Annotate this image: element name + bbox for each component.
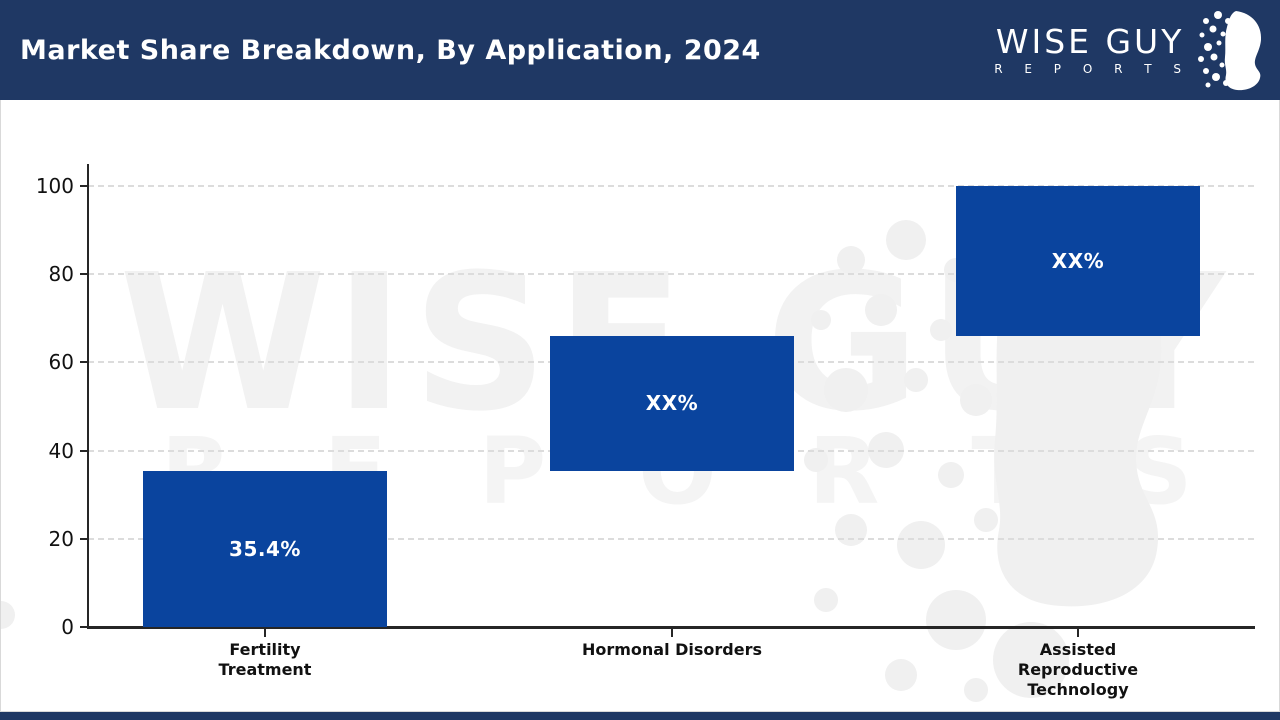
chart-area: WISE GUY R E P O R T S 0 20 40 60 80 100 35.4%… — [0, 100, 1280, 712]
y-tick-label-20: 20 — [48, 526, 74, 551]
y-tick-60 — [80, 361, 88, 364]
bar-label-1: 35.4% — [229, 536, 301, 561]
brand-logo: WISE GUY R E P O R T S — [990, 7, 1280, 93]
bar-3: XX% — [956, 186, 1200, 336]
gridline-100 — [88, 185, 1254, 187]
plot: 0 20 40 60 80 100 35.4% Fertility Treatment XX% Ho… — [1, 100, 1279, 711]
gridline-20 — [88, 537, 1254, 540]
bar-2: XX% — [550, 335, 794, 471]
x-axis-line — [87, 626, 1255, 629]
footer-bar — [0, 712, 1280, 720]
y-tick-label-60: 60 — [48, 350, 74, 375]
y-tick-100 — [80, 185, 88, 187]
y-tick-80 — [80, 273, 88, 276]
x-category-label-line: Hormonal Disorders — [581, 640, 763, 659]
y-tick-40 — [80, 449, 88, 452]
x-category-label-3: Assisted Reproductive Technology — [948, 640, 1208, 700]
y-tick-label-80: 80 — [48, 262, 74, 287]
logo-subtext: R E P O R T S — [994, 61, 1190, 76]
x-category-label-2: Hormonal Disorders — [542, 640, 802, 660]
header: Market Share Breakdown, By Application, … — [0, 0, 1280, 100]
y-tick-label-0: 0 — [61, 615, 74, 639]
gridline-80 — [88, 273, 1254, 276]
y-tick-label-100: 100 — [35, 174, 74, 198]
bar-label-3: XX% — [1051, 248, 1105, 273]
x-category-label-line: Technology — [1027, 680, 1129, 699]
x-category-label-line: Fertility — [229, 640, 301, 659]
x-category-label-line: Assisted — [1039, 640, 1117, 659]
x-tick-2 — [671, 629, 673, 637]
page-title: Market Share Breakdown, By Application, … — [20, 34, 761, 66]
logo-face-icon — [1198, 11, 1262, 91]
x-category-label-1: Fertility Treatment — [135, 640, 395, 680]
x-tick-1 — [264, 629, 266, 637]
y-tick-0 — [80, 626, 88, 628]
logo-wordmark: WISE GUY — [995, 21, 1185, 61]
x-tick-3 — [1077, 629, 1079, 637]
y-axis-line — [87, 164, 89, 629]
brand-logo-text: WISE GUY R E P O R T S — [990, 21, 1190, 76]
x-category-label-line: Treatment — [218, 660, 312, 679]
y-tick-20 — [80, 537, 88, 540]
bar-label-2: XX% — [645, 391, 699, 416]
x-category-label-line: Reproductive — [1017, 660, 1139, 679]
bar-1: 35.4% — [143, 470, 387, 627]
y-tick-label-40: 40 — [48, 438, 74, 463]
